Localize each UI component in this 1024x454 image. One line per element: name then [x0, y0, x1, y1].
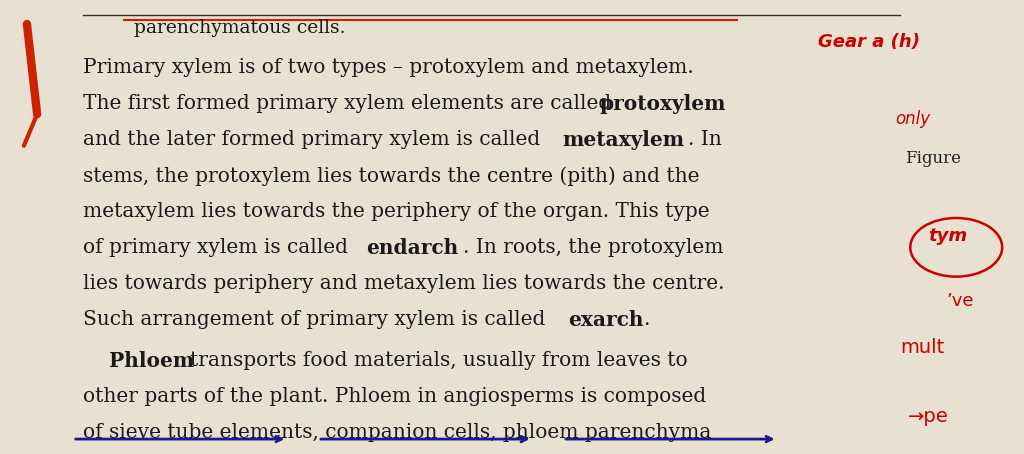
Text: endarch: endarch — [366, 238, 458, 258]
Text: metaxylem: metaxylem — [562, 130, 684, 150]
Text: of sieve tube elements, companion cells, phloem parenchyma: of sieve tube elements, companion cells,… — [83, 423, 712, 442]
Text: metaxylem lies towards the periphery of the organ. This type: metaxylem lies towards the periphery of … — [83, 202, 710, 221]
Text: only: only — [895, 110, 930, 128]
Text: protoxylem: protoxylem — [600, 94, 726, 114]
Text: .: . — [643, 311, 649, 330]
Text: Gear a (h): Gear a (h) — [818, 33, 921, 51]
Text: tym: tym — [929, 227, 968, 245]
Text: Primary xylem is of two types – protoxylem and metaxylem.: Primary xylem is of two types – protoxyl… — [83, 58, 694, 77]
Text: lies towards periphery and metaxylem lies towards the centre.: lies towards periphery and metaxylem lie… — [83, 274, 725, 293]
Text: and the later formed primary xylem is called: and the later formed primary xylem is ca… — [83, 130, 547, 149]
Text: →pe: →pe — [908, 408, 949, 426]
Text: other parts of the plant. Phloem in angiosperms is composed: other parts of the plant. Phloem in angi… — [83, 387, 707, 406]
Text: The first formed primary xylem elements are called: The first formed primary xylem elements … — [83, 94, 617, 113]
Text: . In: . In — [688, 130, 721, 149]
Text: Such arrangement of primary xylem is called: Such arrangement of primary xylem is cal… — [83, 311, 552, 330]
Text: of primary xylem is called: of primary xylem is called — [83, 238, 354, 257]
Text: ’ve: ’ve — [946, 292, 974, 311]
Text: Phloem: Phloem — [109, 351, 194, 371]
Text: parenchymatous cells.: parenchymatous cells. — [134, 20, 346, 37]
Text: . In roots, the protoxylem: . In roots, the protoxylem — [463, 238, 724, 257]
Text: transports food materials, usually from leaves to: transports food materials, usually from … — [190, 351, 688, 370]
Text: Figure: Figure — [905, 150, 962, 167]
Text: mult: mult — [900, 338, 944, 356]
Text: exarch: exarch — [568, 311, 644, 331]
Text: stems, the protoxylem lies towards the centre (pith) and the: stems, the protoxylem lies towards the c… — [83, 166, 699, 186]
